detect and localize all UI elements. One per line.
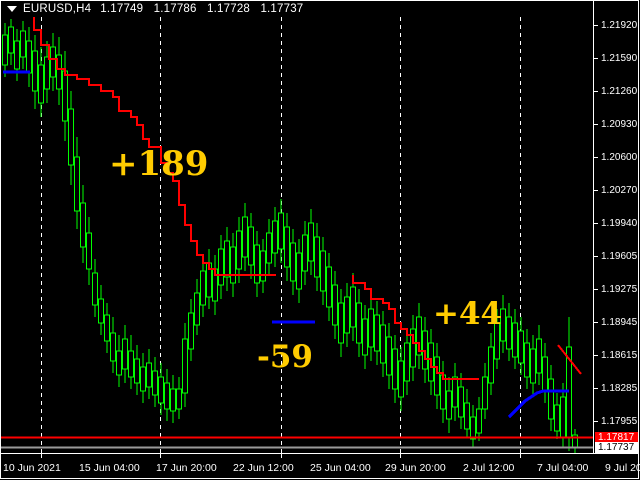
time-tick-label: 9 Jul 20:00	[605, 462, 640, 474]
price-tick-label: 1.19605	[601, 251, 638, 262]
tick-mark-icon	[594, 256, 598, 257]
tick-mark-icon	[594, 157, 598, 158]
chart-header: EURUSD,H4 1.17749 1.17786 1.17728 1.1773…	[0, 0, 640, 17]
time-axis[interactable]: 10 Jun 2021 15 Jun 04:00 17 Jun 20:00 22…	[1, 453, 640, 479]
ask-price-badge: 1.17817	[595, 432, 639, 443]
triangle-down-icon[interactable]	[7, 5, 17, 12]
price-tick: 1.21590	[594, 53, 637, 64]
tick-mark-icon	[594, 91, 598, 92]
tick-mark-icon	[594, 190, 598, 191]
loss-label-59: -59	[257, 339, 314, 375]
tick-mark-icon	[594, 124, 598, 125]
time-tick-mark	[400, 454, 401, 458]
price-tick: 1.18945	[594, 317, 637, 328]
price-tick-label: 1.18945	[601, 317, 638, 328]
profit-label-189: +189	[109, 144, 209, 184]
time-tick-label: 15 Jun 04:00	[79, 462, 140, 474]
ohlc-open: 1.17749	[100, 2, 144, 15]
chart-symbol-label: EURUSD,H4	[23, 2, 92, 15]
tick-mark-icon	[594, 355, 598, 356]
price-tick-label: 1.19275	[601, 284, 638, 295]
price-tick: 1.21920	[594, 20, 637, 31]
price-tick: 1.20930	[594, 119, 637, 130]
time-tick-mark	[520, 454, 521, 458]
tick-mark-icon	[594, 322, 598, 323]
price-tick: 1.21260	[594, 86, 637, 97]
price-tick-label: 1.20600	[601, 152, 638, 163]
price-tick: 1.18615	[594, 350, 637, 361]
time-tick-mark	[160, 454, 161, 458]
price-tick: 1.18285	[594, 383, 637, 394]
price-tick-label: 1.21260	[601, 86, 638, 97]
tick-mark-icon	[594, 388, 598, 389]
price-tick: 1.19605	[594, 251, 637, 262]
ohlc-close: 1.17737	[260, 2, 304, 15]
ohlc-high: 1.17786	[153, 2, 197, 15]
tick-mark-icon	[594, 223, 598, 224]
chart-plot-area[interactable]: +189 -59 +44	[1, 17, 593, 453]
price-tick-label: 1.20930	[601, 119, 638, 130]
price-tick-label: 1.21920	[601, 20, 638, 31]
time-tick-mark	[41, 454, 42, 458]
price-tick-label: 1.19940	[601, 218, 638, 229]
profit-label-44: +44	[433, 296, 503, 332]
price-tick-label: 1.18285	[601, 383, 638, 394]
candlestick-series	[2, 19, 578, 453]
bid-price-badge: 1.17737	[595, 442, 639, 453]
time-tick-label: 29 Jun 20:00	[385, 462, 446, 474]
time-tick-label: 25 Jun 04:00	[310, 462, 371, 474]
buy-trailing-stop-line	[3, 70, 569, 419]
price-tick-label: 1.21590	[601, 53, 638, 64]
time-tick-mark	[281, 454, 282, 458]
ohlc-low: 1.17728	[207, 2, 251, 15]
candle-bodies	[2, 26, 578, 448]
time-tick-label: 17 Jun 20:00	[156, 462, 217, 474]
tick-mark-icon	[594, 58, 598, 59]
time-tick-label: 22 Jun 12:00	[233, 462, 294, 474]
price-axis[interactable]: 1.21920 1.21590 1.21260 1.20930 1.20600 …	[593, 1, 639, 460]
tick-mark-icon	[594, 289, 598, 290]
time-tick-label: 7 Jul 04:00	[537, 462, 589, 474]
price-tick: 1.20270	[594, 185, 637, 196]
price-tick: 1.19940	[594, 218, 637, 229]
price-tick: 1.20600	[594, 152, 637, 163]
price-tick-label: 1.17955	[601, 416, 638, 427]
tick-mark-icon	[594, 25, 598, 26]
price-tick-label: 1.18615	[601, 350, 638, 361]
sell-trailing-stop-line	[33, 17, 582, 380]
chart-ohlc-values: 1.17749 1.17786 1.17728 1.17737	[100, 3, 310, 15]
time-tick-label: 10 Jun 2021	[3, 462, 61, 474]
price-tick: 1.17955	[594, 416, 637, 427]
price-tick-label: 1.20270	[601, 185, 638, 196]
price-tick: 1.19275	[594, 284, 637, 295]
tick-mark-icon	[594, 421, 598, 422]
time-tick-label: 2 Jul 12:00	[463, 462, 515, 474]
